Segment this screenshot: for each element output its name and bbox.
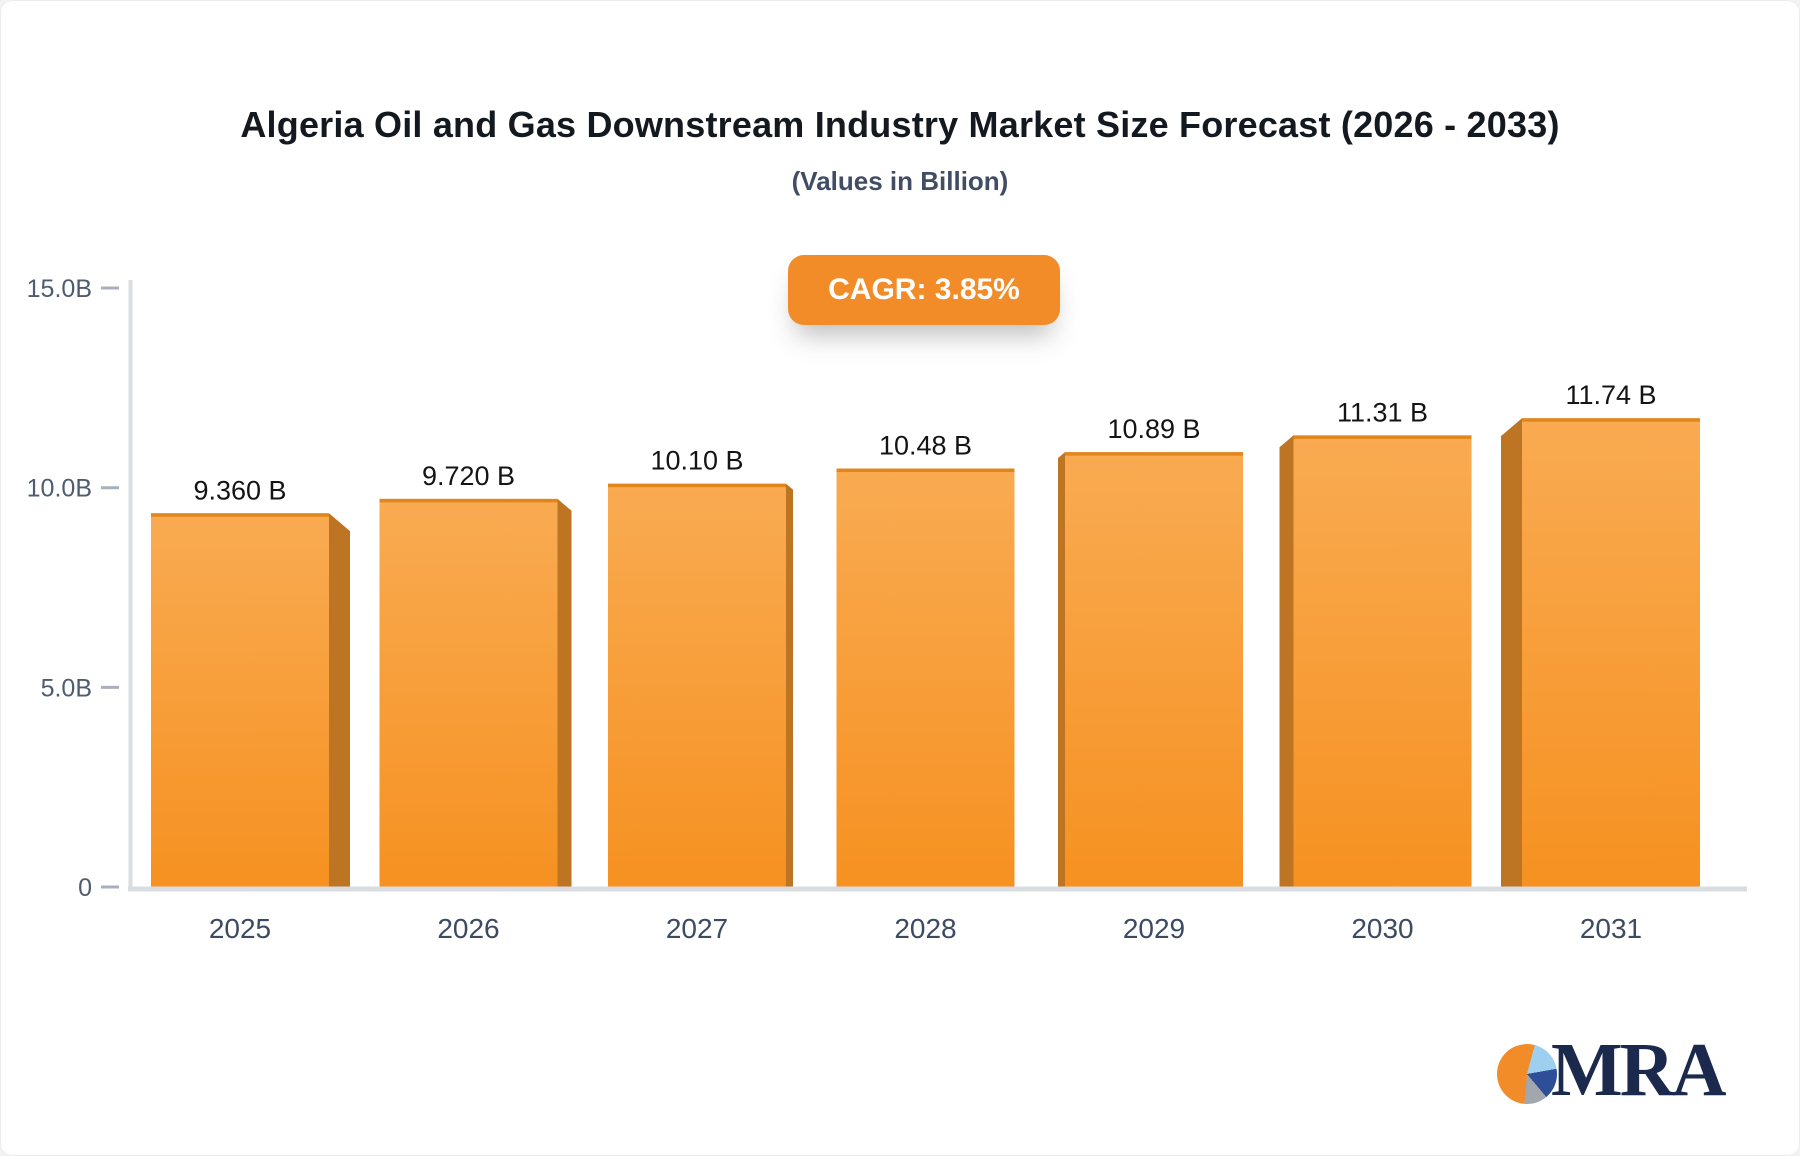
chart-title: Algeria Oil and Gas Downstream Industry … <box>240 104 1560 145</box>
x-axis-label-2031: 2031 <box>1580 913 1642 944</box>
bar-side-panel <box>1501 418 1522 887</box>
x-axis-label-2029: 2029 <box>1123 913 1185 944</box>
x-axis-label-2030: 2030 <box>1351 913 1413 944</box>
bar-top-edge <box>1293 435 1472 439</box>
bar-side-panel <box>329 513 350 887</box>
x-axis-label-2026: 2026 <box>437 913 499 944</box>
bar-value-label: 10.10 B <box>650 446 743 476</box>
bar-value-label: 9.720 B <box>422 461 515 491</box>
bar-side-panel <box>1058 452 1065 887</box>
bar-front-2029 <box>1065 452 1243 887</box>
bar-top-edge <box>608 483 786 488</box>
bar-front-2025 <box>151 513 329 887</box>
bar-side-panel <box>786 483 793 887</box>
bar-value-label: 11.74 B <box>1565 380 1656 410</box>
bar-side-panel <box>1279 435 1294 887</box>
pie-chart-logo-icon <box>1497 1044 1557 1104</box>
x-axis-label-2025: 2025 <box>209 913 271 944</box>
bar-top-edge <box>379 498 558 503</box>
bar-front-2031 <box>1522 418 1700 887</box>
x-axis-label-2027: 2027 <box>666 913 728 944</box>
y-tick-label: 0 <box>78 874 92 902</box>
bar-front-2030 <box>1293 435 1472 887</box>
y-tick-label: 15.0B <box>27 275 92 303</box>
brand-logo: MRA <box>1497 1028 1727 1112</box>
bar-front-2026 <box>379 498 558 887</box>
bar-front-2027 <box>608 483 786 887</box>
bar-side-panel <box>557 498 572 887</box>
bar-value-label: 9.360 B <box>193 475 286 505</box>
y-tick-label: 5.0B <box>41 674 92 702</box>
y-tick-label: 10.0B <box>27 475 92 503</box>
bar-value-label: 10.48 B <box>879 431 972 461</box>
bar-top-edge <box>1522 418 1700 422</box>
bar-value-label: 10.89 B <box>1107 414 1200 444</box>
chart-subtitle: (Values in Billion) <box>791 166 1009 196</box>
logo-text: MRA <box>1551 1028 1727 1112</box>
bar-front-2028 <box>836 468 1015 887</box>
bar-top-edge <box>1065 452 1243 456</box>
cagr-badge: CAGR: 3.85% <box>788 255 1060 325</box>
bar-value-label: 11.31 B <box>1337 397 1428 427</box>
x-axis-label-2028: 2028 <box>894 913 956 944</box>
bar-top-edge <box>151 513 329 517</box>
bar-top-edge <box>836 468 1015 473</box>
